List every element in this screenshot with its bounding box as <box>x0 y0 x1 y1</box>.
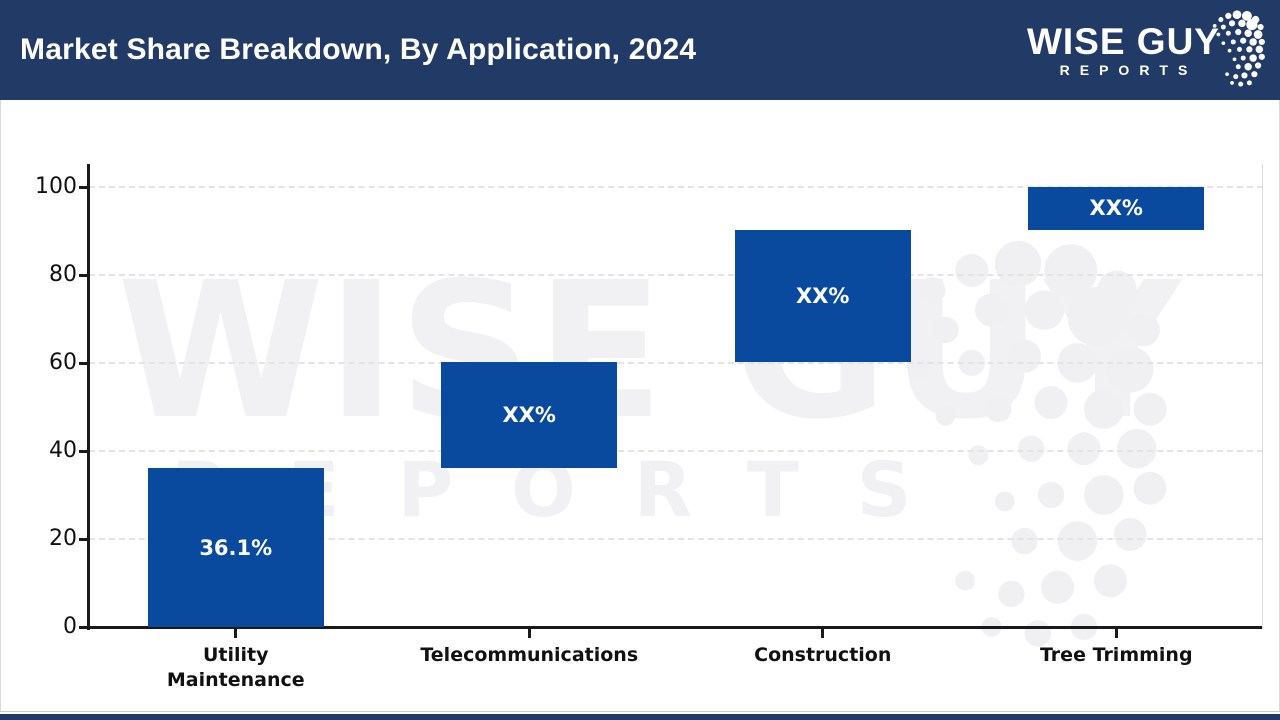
bar-value-label: 36.1% <box>199 535 273 560</box>
x-tick-0 <box>234 629 238 638</box>
bar-tree-trimming: XX% <box>1028 187 1205 230</box>
brand-name: WISE GUY <box>1026 21 1220 62</box>
x-category-label-0: Utility Maintenance <box>166 644 305 691</box>
y-tick-60 <box>79 362 89 365</box>
brand-logo-text: WISE GUY REPORTS <box>1027 23 1220 77</box>
gridline-20 <box>89 538 1263 540</box>
y-tick-label-20: 20 <box>49 526 77 551</box>
brand-logo: WISE GUY REPORTS <box>1027 9 1280 91</box>
x-tick-1 <box>527 629 531 638</box>
y-tick-label-80: 80 <box>49 262 77 287</box>
y-tick-0 <box>79 626 89 629</box>
bar-value-label: XX% <box>502 403 556 428</box>
gridline-60 <box>89 362 1263 364</box>
brand-subname: REPORTS <box>1059 62 1198 78</box>
y-axis-line <box>87 164 90 630</box>
y-tick-80 <box>79 274 89 277</box>
x-category-label-2: Construction <box>754 644 892 666</box>
y-tick-20 <box>79 538 89 541</box>
x-tick-3 <box>1114 629 1118 638</box>
bar-value-label: XX% <box>796 283 850 308</box>
bar-telecommunications: XX% <box>441 362 618 469</box>
header-bar: Market Share Breakdown, By Application, … <box>0 0 1280 100</box>
y-tick-100 <box>79 186 89 189</box>
x-category-label-1: Telecommunications <box>420 644 639 666</box>
bar-utility-maintenance: 36.1% <box>147 468 324 627</box>
gridline-40 <box>89 450 1263 452</box>
y-tick-label-40: 40 <box>49 438 77 463</box>
gridline-80 <box>89 274 1263 276</box>
gridline-100 <box>89 186 1263 188</box>
plot-right-border <box>1262 164 1263 629</box>
chart-area: WISE GUY REPORTS 0 20 40 60 80 100 36.1% Utilit… <box>0 100 1280 712</box>
footer-bar <box>0 714 1280 720</box>
bar-value-label: XX% <box>1089 196 1143 221</box>
bar-construction: XX% <box>734 229 911 363</box>
x-category-label-3: Tree Trimming <box>1039 644 1193 666</box>
x-axis-line <box>85 626 1263 629</box>
brand-face-icon <box>1212 10 1265 87</box>
x-tick-2 <box>821 629 825 638</box>
page-title: Market Share Breakdown, By Application, … <box>20 33 697 66</box>
y-tick-label-100: 100 <box>35 174 77 199</box>
y-tick-label-60: 60 <box>49 350 77 375</box>
y-tick-label-0: 0 <box>63 614 77 639</box>
y-tick-40 <box>79 450 89 453</box>
